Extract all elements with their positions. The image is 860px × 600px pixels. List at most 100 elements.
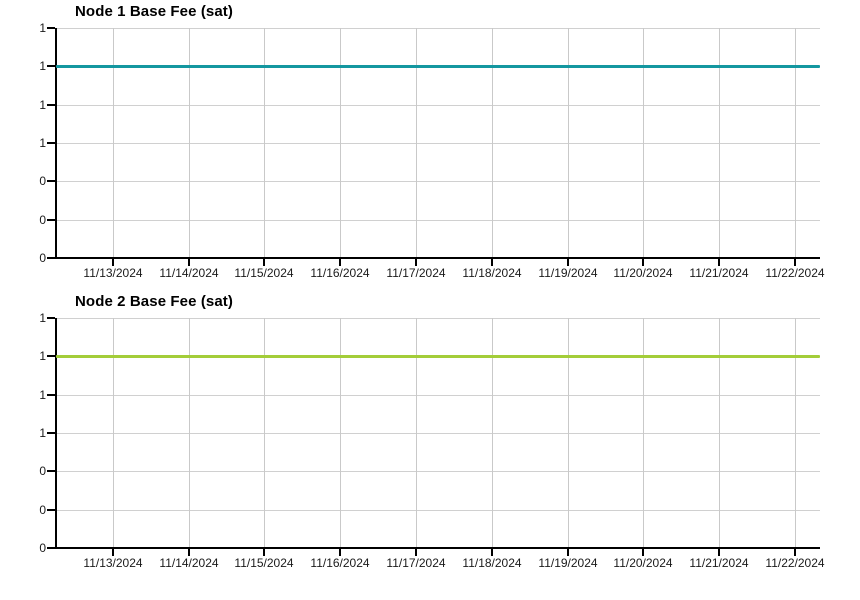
y-tick-label: 1 (39, 426, 46, 440)
series-line (56, 65, 820, 68)
chart-node2-base-fee: Node 2 Base Fee (sat) 1 1 1 1 0 0 0 11/13/2024 1… (0, 290, 860, 580)
y-gridline (56, 143, 820, 144)
y-axis-tick (47, 180, 55, 182)
y-gridline (56, 105, 820, 106)
y-gridline (56, 318, 820, 319)
y-axis-tick (47, 142, 55, 144)
y-gridline (56, 433, 820, 434)
x-tick-label: 11/19/2024 (538, 556, 598, 570)
x-gridline (492, 28, 493, 258)
x-tick-label: 11/22/2024 (765, 266, 825, 280)
x-gridline (795, 28, 796, 258)
x-gridline (719, 318, 720, 548)
y-tick-label: 1 (39, 98, 46, 112)
x-axis-spine (55, 547, 820, 549)
series-line (56, 355, 820, 358)
y-gridline (56, 510, 820, 511)
y-axis-tick (47, 104, 55, 106)
x-gridline (264, 28, 265, 258)
x-axis-tick (263, 548, 265, 556)
x-tick-label: 11/17/2024 (386, 266, 446, 280)
y-axis-tick (47, 27, 55, 29)
x-tick-label: 11/13/2024 (83, 266, 143, 280)
x-gridline (189, 318, 190, 548)
x-gridline (492, 318, 493, 548)
x-axis-tick (188, 258, 190, 266)
x-gridline (719, 28, 720, 258)
y-tick-label: 1 (39, 349, 46, 363)
x-axis-tick (567, 258, 569, 266)
y-axis-tick (47, 257, 55, 259)
x-axis-tick (642, 258, 644, 266)
x-axis-tick (642, 548, 644, 556)
y-axis-tick (47, 355, 55, 357)
x-gridline (340, 318, 341, 548)
x-gridline (416, 318, 417, 548)
y-tick-label: 0 (39, 251, 46, 265)
y-tick-label: 1 (39, 311, 46, 325)
chart-title: Node 2 Base Fee (sat) (75, 293, 233, 310)
y-axis-tick (47, 65, 55, 67)
x-gridline (113, 28, 114, 258)
y-gridline (56, 220, 820, 221)
x-tick-label: 11/22/2024 (765, 556, 825, 570)
x-tick-label: 11/14/2024 (159, 266, 219, 280)
x-axis-tick (794, 258, 796, 266)
x-axis-tick (188, 548, 190, 556)
x-axis-tick (339, 258, 341, 266)
x-tick-label: 11/15/2024 (234, 266, 294, 280)
x-axis-tick (491, 258, 493, 266)
y-tick-label: 0 (39, 541, 46, 555)
plot-area: 1 1 1 1 0 0 0 11/13/2024 11/14/2024 11/15/2024 11/… (39, 21, 824, 280)
y-axis-tick (47, 394, 55, 396)
x-tick-label: 11/20/2024 (613, 266, 673, 280)
y-axis-spine (55, 318, 57, 549)
plot-area: 1 1 1 1 0 0 0 11/13/2024 11/14/2024 11/15/2024 11/… (39, 311, 824, 570)
x-gridline (416, 28, 417, 258)
y-gridline (56, 28, 820, 29)
y-gridline (56, 181, 820, 182)
y-axis-tick (47, 432, 55, 434)
y-tick-label: 0 (39, 213, 46, 227)
chart-node1-base-fee: Node 1 Base Fee (sat) 1 1 1 1 0 0 0 11/13/2024 1… (0, 0, 860, 290)
x-axis-tick (415, 548, 417, 556)
x-gridline (795, 318, 796, 548)
y-tick-label: 0 (39, 464, 46, 478)
x-gridline (113, 318, 114, 548)
chart-title: Node 1 Base Fee (sat) (75, 3, 233, 20)
x-axis-tick (263, 258, 265, 266)
x-gridline (264, 318, 265, 548)
y-tick-label: 1 (39, 136, 46, 150)
y-axis-tick (47, 470, 55, 472)
x-gridline (568, 318, 569, 548)
x-axis-tick (415, 258, 417, 266)
x-tick-label: 11/21/2024 (689, 556, 749, 570)
y-axis-tick (47, 509, 55, 511)
x-tick-label: 11/14/2024 (159, 556, 219, 570)
y-gridline (56, 471, 820, 472)
x-axis-tick (112, 258, 114, 266)
x-tick-label: 11/18/2024 (462, 556, 522, 570)
y-tick-label: 1 (39, 388, 46, 402)
x-axis-tick (794, 548, 796, 556)
x-axis-tick (718, 548, 720, 556)
y-axis-tick (47, 219, 55, 221)
y-gridline (56, 395, 820, 396)
y-tick-label: 0 (39, 174, 46, 188)
x-axis-tick (339, 548, 341, 556)
y-tick-label: 1 (39, 59, 46, 73)
x-gridline (189, 28, 190, 258)
x-tick-label: 11/20/2024 (613, 556, 673, 570)
x-tick-label: 11/16/2024 (310, 266, 370, 280)
x-tick-label: 11/18/2024 (462, 266, 522, 280)
x-axis-tick (567, 548, 569, 556)
x-tick-label: 11/17/2024 (386, 556, 446, 570)
x-axis-spine (55, 257, 820, 259)
x-axis-tick (718, 258, 720, 266)
x-tick-label: 11/19/2024 (538, 266, 598, 280)
x-tick-label: 11/15/2024 (234, 556, 294, 570)
x-gridline (340, 28, 341, 258)
y-axis-tick (47, 317, 55, 319)
y-axis-spine (55, 28, 57, 259)
